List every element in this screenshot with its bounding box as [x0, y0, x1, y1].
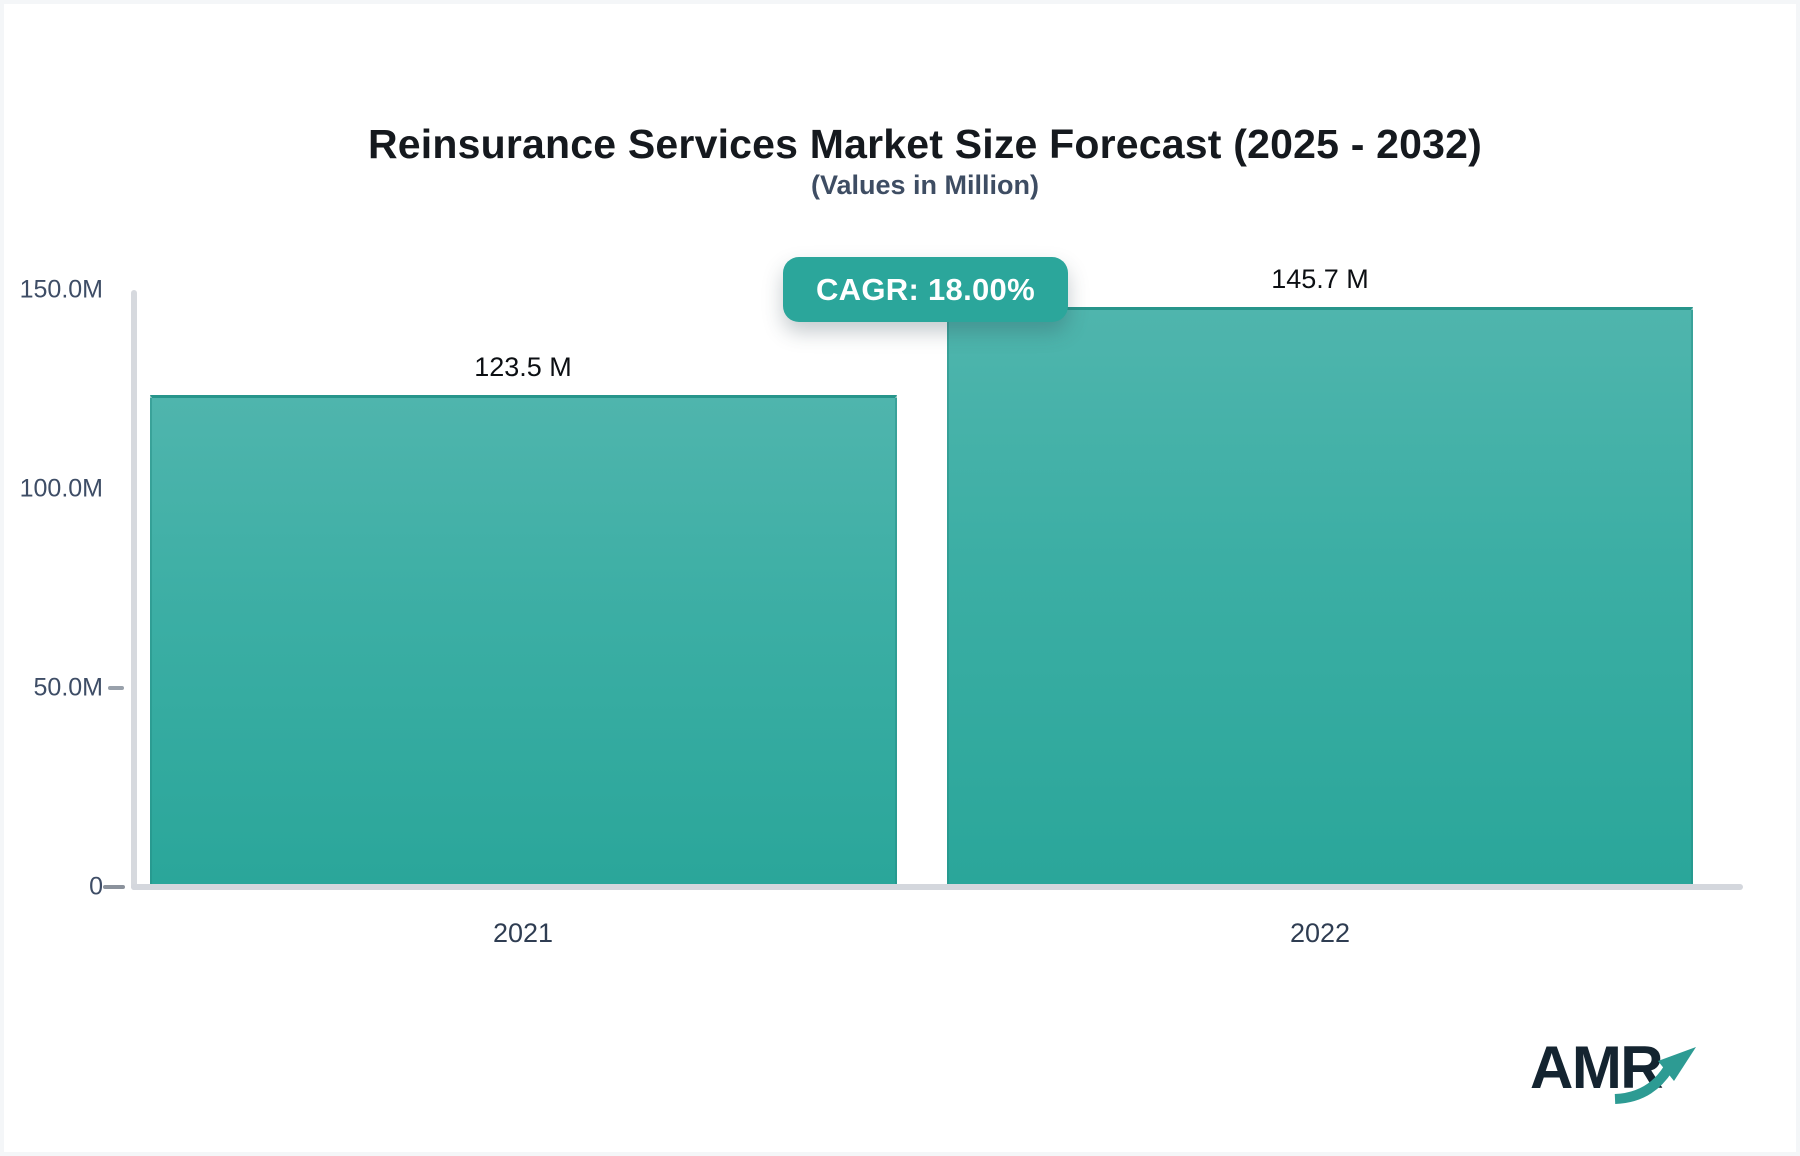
y-axis-line: [131, 290, 137, 890]
chart-subtitle: (Values in Million): [810, 170, 1040, 200]
x-axis-label-2021: 2021: [492, 918, 554, 948]
cagr-badge: CAGR: 18.00%: [783, 257, 1068, 322]
chart-title: Reinsurance Services Market Size Forecas…: [367, 121, 1483, 168]
amr-logo: AMR: [1530, 1038, 1700, 1104]
bar-2021: [150, 395, 897, 887]
x-axis-label-2022: 2022: [1289, 918, 1351, 948]
y-axis-tick-label: 150.0M: [19, 275, 103, 304]
bar-value-label-2021: 123.5 M: [474, 352, 572, 383]
plot-area: 150.0M 100.0M 50.0M 0 123.5 M 145.7 M 20…: [0, 264, 1800, 948]
x-axis-line: [131, 884, 1743, 890]
bar-2022: [947, 307, 1693, 887]
y-axis-tick-label: 0: [89, 872, 103, 901]
y-axis-tick-label: 50.0M: [33, 673, 103, 702]
bar-value-label-2022: 145.7 M: [1271, 264, 1369, 295]
growth-arrow-icon: [1614, 1047, 1697, 1104]
y-axis-tick-mark: [103, 885, 125, 889]
y-axis-tick-label: 100.0M: [19, 474, 103, 503]
y-axis-tick-mark: [108, 685, 124, 690]
